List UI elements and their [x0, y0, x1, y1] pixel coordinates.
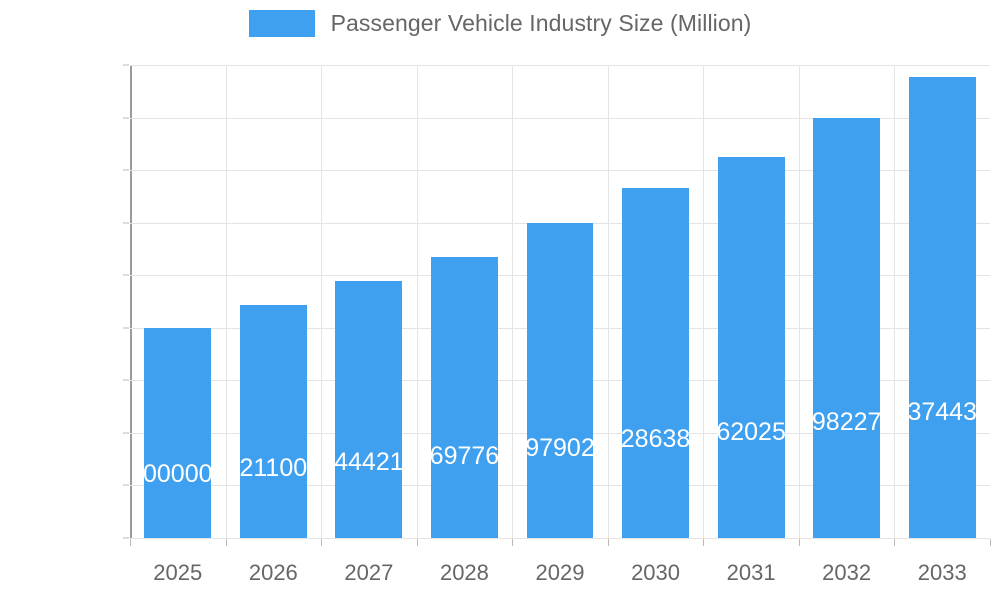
x-axis-tick-label: 2030: [631, 560, 681, 585]
bar-slot: 00000: [144, 65, 212, 538]
bar-value-label: 97902: [526, 433, 594, 462]
gridline-horizontal: [130, 170, 990, 172]
x-axis-tick-mark: [226, 539, 227, 546]
gridline-vertical: [608, 65, 609, 538]
bar-value-label: 69776: [431, 442, 498, 471]
y-axis-tick-mark: [123, 64, 129, 66]
gridline-horizontal: [130, 65, 990, 66]
bar[interactable]: 62025: [717, 156, 785, 538]
bar[interactable]: 69776: [431, 257, 498, 538]
bar-slot: 62025: [717, 65, 785, 538]
x-axis-tick-mark: [417, 539, 418, 546]
legend-swatch-passenger-vehicle-industry-size[interactable]: [248, 10, 315, 37]
gridline-vertical: [321, 65, 322, 538]
y-axis-line: [130, 65, 132, 539]
y-axis-tick-mark: [123, 432, 129, 434]
bar-value-label: 00000: [144, 459, 212, 488]
chart-legend: Passenger Vehicle Industry Size (Million…: [0, 10, 1000, 37]
y-axis-tick-mark: [123, 169, 129, 171]
bar[interactable]: 98227: [813, 117, 881, 538]
gridline-horizontal: [130, 117, 990, 119]
gridline-vertical: [417, 65, 418, 538]
y-axis-tick-mark: [123, 484, 129, 486]
x-axis-tick-label: 2028: [439, 560, 489, 585]
bar-slot: 69776: [431, 65, 498, 538]
x-axis-tick-label: 2032: [822, 560, 872, 585]
bar-slot: 98227: [813, 65, 881, 538]
bar-value-label: 44421: [335, 448, 403, 477]
x-axis-tick-label: 2033: [917, 560, 967, 585]
x-axis-tick-mark: [321, 539, 322, 546]
gridline-horizontal: [130, 538, 990, 539]
plot-area: 00000 21100 44421 69776 97902 28638 62025 98227…: [130, 65, 990, 539]
bar-slot: 28638: [622, 65, 689, 538]
x-axis-tick-mark: [990, 539, 991, 546]
bar[interactable]: 37443: [908, 76, 976, 538]
bar[interactable]: 97902: [526, 222, 594, 538]
bar-slot: 97902: [526, 65, 594, 538]
bars-layer: 00000 21100 44421 69776 97902 28638 62025 98227…: [130, 65, 990, 538]
gridline-vertical: [799, 65, 800, 538]
bar[interactable]: 44421: [335, 281, 403, 538]
y-axis-tick-mark: [123, 117, 129, 119]
bar-slot: 44421: [335, 65, 403, 538]
gridline-vertical: [894, 65, 895, 538]
bar-value-label: 37443: [908, 398, 976, 427]
gridline-vertical: [703, 65, 704, 538]
y-axis-tick-mark: [123, 327, 129, 329]
x-axis-tick-mark: [799, 539, 800, 546]
y-axis-tick-mark: [123, 537, 129, 539]
bar-slot: 37443: [908, 65, 976, 538]
y-axis-tick-mark: [123, 379, 129, 381]
legend-label-passenger-vehicle-industry-size[interactable]: Passenger Vehicle Industry Size (Million…: [330, 10, 752, 36]
x-axis-tick-label: 2029: [535, 560, 585, 585]
bar-value-label: 28638: [622, 425, 689, 454]
bar-value-label: 21100: [239, 453, 307, 482]
bar[interactable]: 00000: [144, 327, 212, 538]
y-axis-tick-mark: [123, 222, 129, 224]
x-axis-tick-mark: [512, 539, 513, 546]
x-axis-tick-mark: [608, 539, 609, 546]
gridline-vertical: [512, 65, 513, 538]
bar[interactable]: 28638: [622, 188, 689, 538]
x-axis-tick-label: 2025: [153, 560, 203, 585]
bar[interactable]: 21100: [239, 304, 307, 538]
gridline-vertical: [226, 65, 227, 538]
x-axis-tick-mark: [703, 539, 704, 546]
x-axis-tick-label: 2027: [344, 560, 394, 585]
x-axis-tick-label: 2031: [726, 560, 776, 585]
x-axis-tick-mark: [894, 539, 895, 546]
x-axis-tick-mark: [130, 539, 131, 546]
bar-value-label: 62025: [717, 417, 785, 446]
bar-slot: 21100: [239, 65, 307, 538]
bar-value-label: 98227: [813, 408, 881, 437]
y-axis-tick-mark: [123, 274, 129, 276]
x-axis-tick-label: 2026: [248, 560, 298, 585]
